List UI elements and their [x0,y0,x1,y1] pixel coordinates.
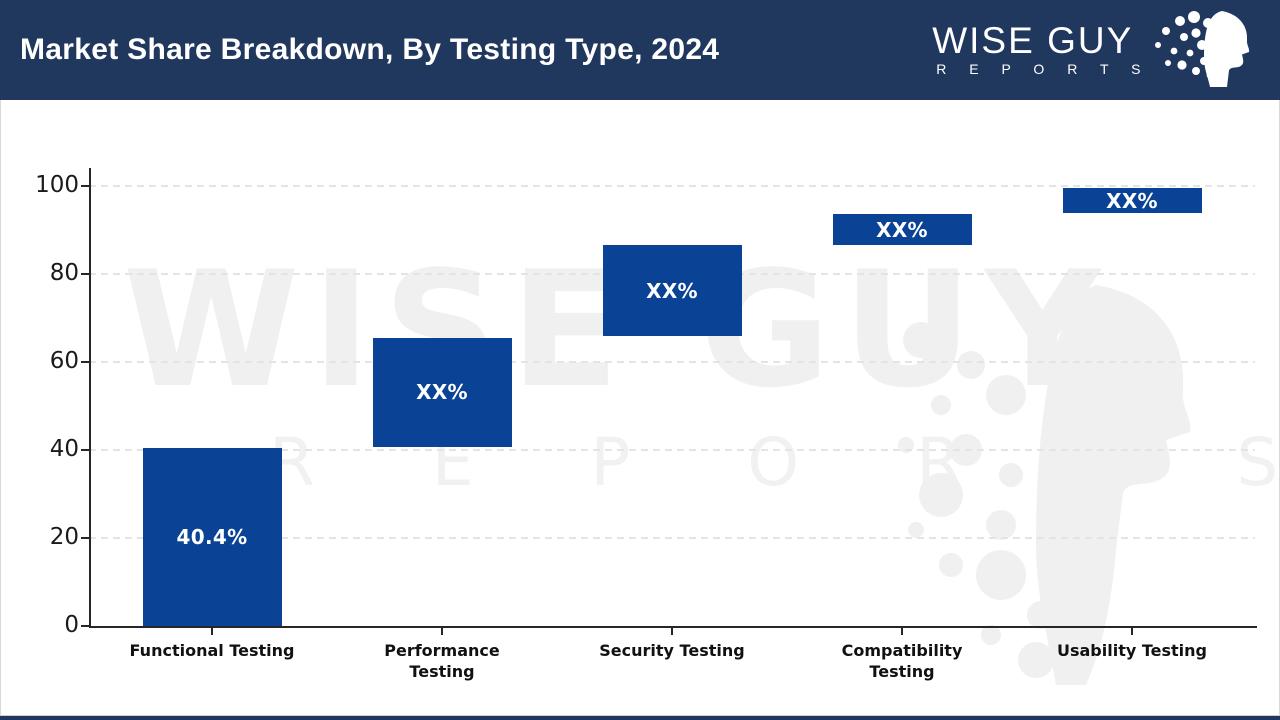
wiseguy-logo: WISE GUY R E P O R T S [932,7,1254,93]
bar-value-label-performance-testing: XX% [416,380,468,405]
y-tick-label-40: 40 [49,436,79,462]
y-tick-mark-20 [81,537,89,539]
category-label-functional-testing: Functional Testing [129,641,295,660]
y-tick-label-0: 0 [64,612,79,638]
category-label-usability-testing: Usability Testing [1056,641,1207,660]
bottom-hairline [0,715,1280,716]
gridline-100 [89,185,1255,187]
y-tick-label-100: 100 [35,172,79,198]
bar-value-label-usability-testing: XX% [1106,188,1158,213]
waterfall-plot: 0 20 40 60 80 100 40.4% Functional Testing XX% Pe… [1,100,1279,715]
bar-value-label-compatibility-testing: XX% [876,217,928,242]
x-tick-mark-performance-testing [441,628,443,635]
bar-functional-testing: 40.4% [142,448,282,626]
gridline-60 [89,361,1255,363]
x-tick-mark-functional-testing [211,628,213,635]
y-tick-mark-100 [81,185,89,187]
x-tick-mark-compatibility-testing [901,628,903,635]
y-axis-spine [89,168,91,628]
bar-value-label-functional-testing: 40.4% [176,525,248,550]
bar-security-testing: XX% [602,244,742,337]
wiseguy-head-icon [1155,11,1250,87]
y-tick-label-80: 80 [49,260,79,286]
bar-performance-testing: XX% [372,337,512,447]
x-axis-spine [89,626,1257,628]
logo-subtitle: R E P O R T S [936,61,1150,77]
category-label-security-testing: Security Testing [599,641,745,660]
footer-bar [0,716,1280,720]
wiseguy-logo-text: WISE GUY R E P O R T S [932,22,1150,78]
bar-value-label-security-testing: XX% [646,278,698,303]
gridline-20 [89,537,1255,539]
y-tick-label-20: 20 [49,524,79,550]
bar-compatibility-testing: XX% [832,214,972,245]
y-tick-mark-80 [81,273,89,275]
page-title: Market Share Breakdown, By Testing Type,… [20,33,720,66]
y-tick-mark-60 [81,361,89,363]
y-tick-mark-40 [81,449,89,451]
gridline-40 [89,449,1255,451]
category-label-performance-testing: Performance Testing [384,641,500,681]
category-label-compatibility-testing: Compatibility Testing [841,641,963,681]
bar-usability-testing: XX% [1062,188,1202,214]
header-bar: Market Share Breakdown, By Testing Type,… [0,0,1280,100]
x-tick-mark-usability-testing [1131,628,1133,635]
chart-area: WISE GUY R E P O R T S 0 20 40 60 80 100 40.4%… [0,100,1280,715]
y-tick-mark-0 [81,625,89,627]
x-tick-mark-security-testing [671,628,673,635]
logo-wordmark: WISE GUY [932,20,1134,61]
y-tick-label-60: 60 [49,348,79,374]
